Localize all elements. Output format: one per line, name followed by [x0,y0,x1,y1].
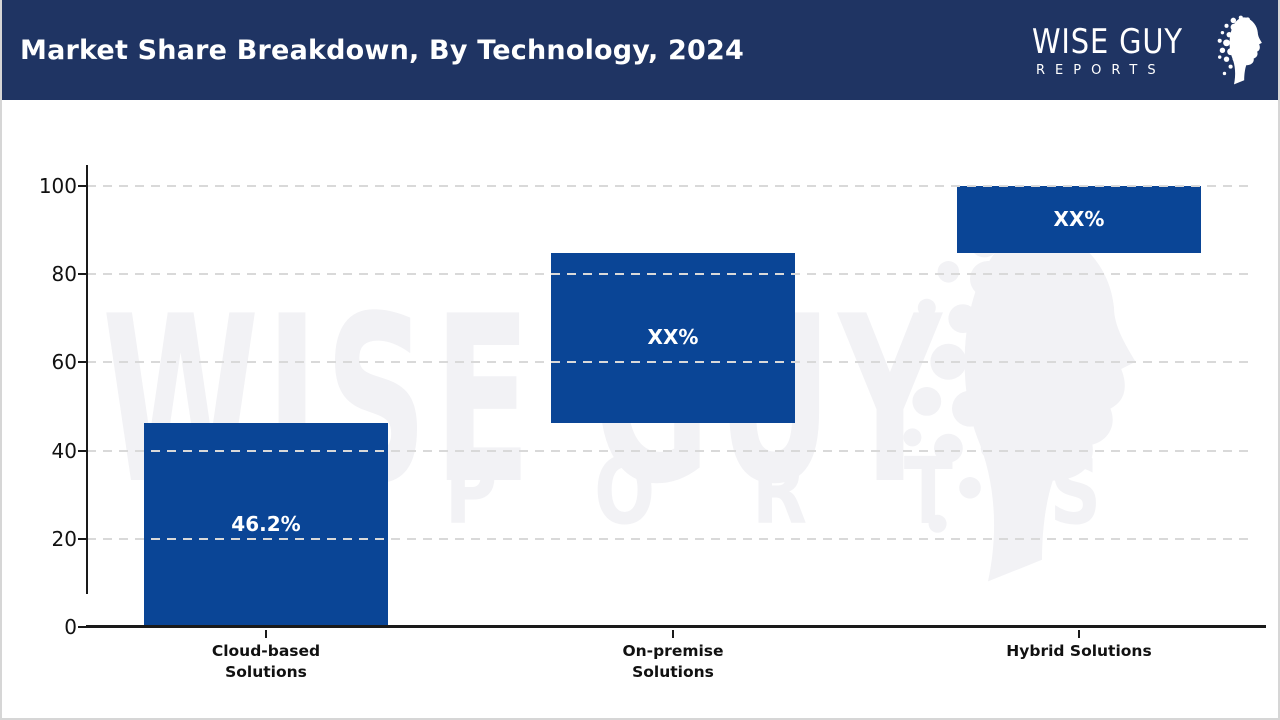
y-tick-label: 60 [51,350,77,375]
logo-wordmark: WISE GUY [1032,22,1183,62]
page-title: Market Share Breakdown, By Technology, 2… [20,34,745,66]
x-axis-tick [672,630,674,638]
gridline-100 [87,185,1255,187]
bar-on-premise-solutions: XX% [551,253,795,424]
y-tick-label: 80 [51,262,77,287]
bar-hybrid-solutions: XX% [957,186,1201,254]
x-axis-tick [1078,630,1080,638]
gridline-40 [87,449,1255,452]
dotted-head-profile-icon [1217,15,1262,85]
y-axis-tick [78,185,86,187]
y-axis-tick [78,273,86,276]
y-axis-tick [78,537,86,540]
bar-cloud-based-solutions: 46.2% [144,423,388,627]
gridline-20 [87,537,1255,540]
y-axis-tick [78,626,86,628]
market-share-chart: 0 20 40 60 80 100 46.2% XX% XX% Cloud-based Soluti… [2,100,1278,718]
x-tick-label-cloud-based-solutions: Cloud-based Solutions [211,642,321,681]
logo-subtitle: REPORTS [1036,63,1166,78]
x-axis-tick [265,630,267,638]
y-axis-tick [78,361,86,364]
x-tick-label-hybrid-solutions: Hybrid Solutions [1006,642,1152,660]
gridline-60 [87,361,1255,364]
bar-value-label: XX% [1053,206,1105,231]
y-tick-label: 40 [51,438,77,463]
x-axis-spine [86,625,1266,628]
watermark-head-profile [901,217,1136,582]
x-tick-label-on-premise-solutions: On-premise Solutions [622,642,724,681]
bar-value-label: XX% [647,325,699,350]
y-axis-spine [86,165,88,594]
gridline-80 [87,273,1255,276]
y-tick-label: 20 [51,526,77,551]
header-band: Market Share Breakdown, By Technology, 2… [2,0,1278,100]
bar-value-label: 46.2% [231,512,301,537]
y-tick-label: 100 [38,174,77,198]
y-tick-label: 0 [64,615,77,639]
wise-guy-reports-logo: WISE GUY REPORTS [1032,0,1272,100]
y-axis-tick [78,449,86,452]
